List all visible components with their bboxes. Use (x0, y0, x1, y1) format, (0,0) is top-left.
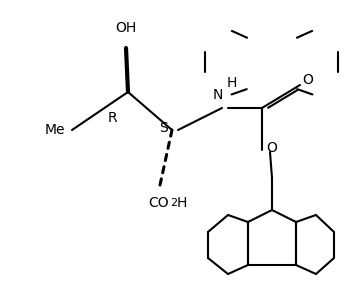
Text: OH: OH (115, 21, 137, 35)
Text: 2: 2 (170, 198, 177, 208)
Text: N: N (213, 88, 223, 102)
Text: CO: CO (148, 196, 169, 210)
Text: O: O (303, 73, 313, 87)
Text: H: H (227, 76, 237, 90)
Text: H: H (177, 196, 187, 210)
Text: S: S (159, 121, 167, 135)
Text: O: O (267, 141, 277, 155)
Text: R: R (107, 111, 117, 125)
Text: Me: Me (45, 123, 65, 137)
